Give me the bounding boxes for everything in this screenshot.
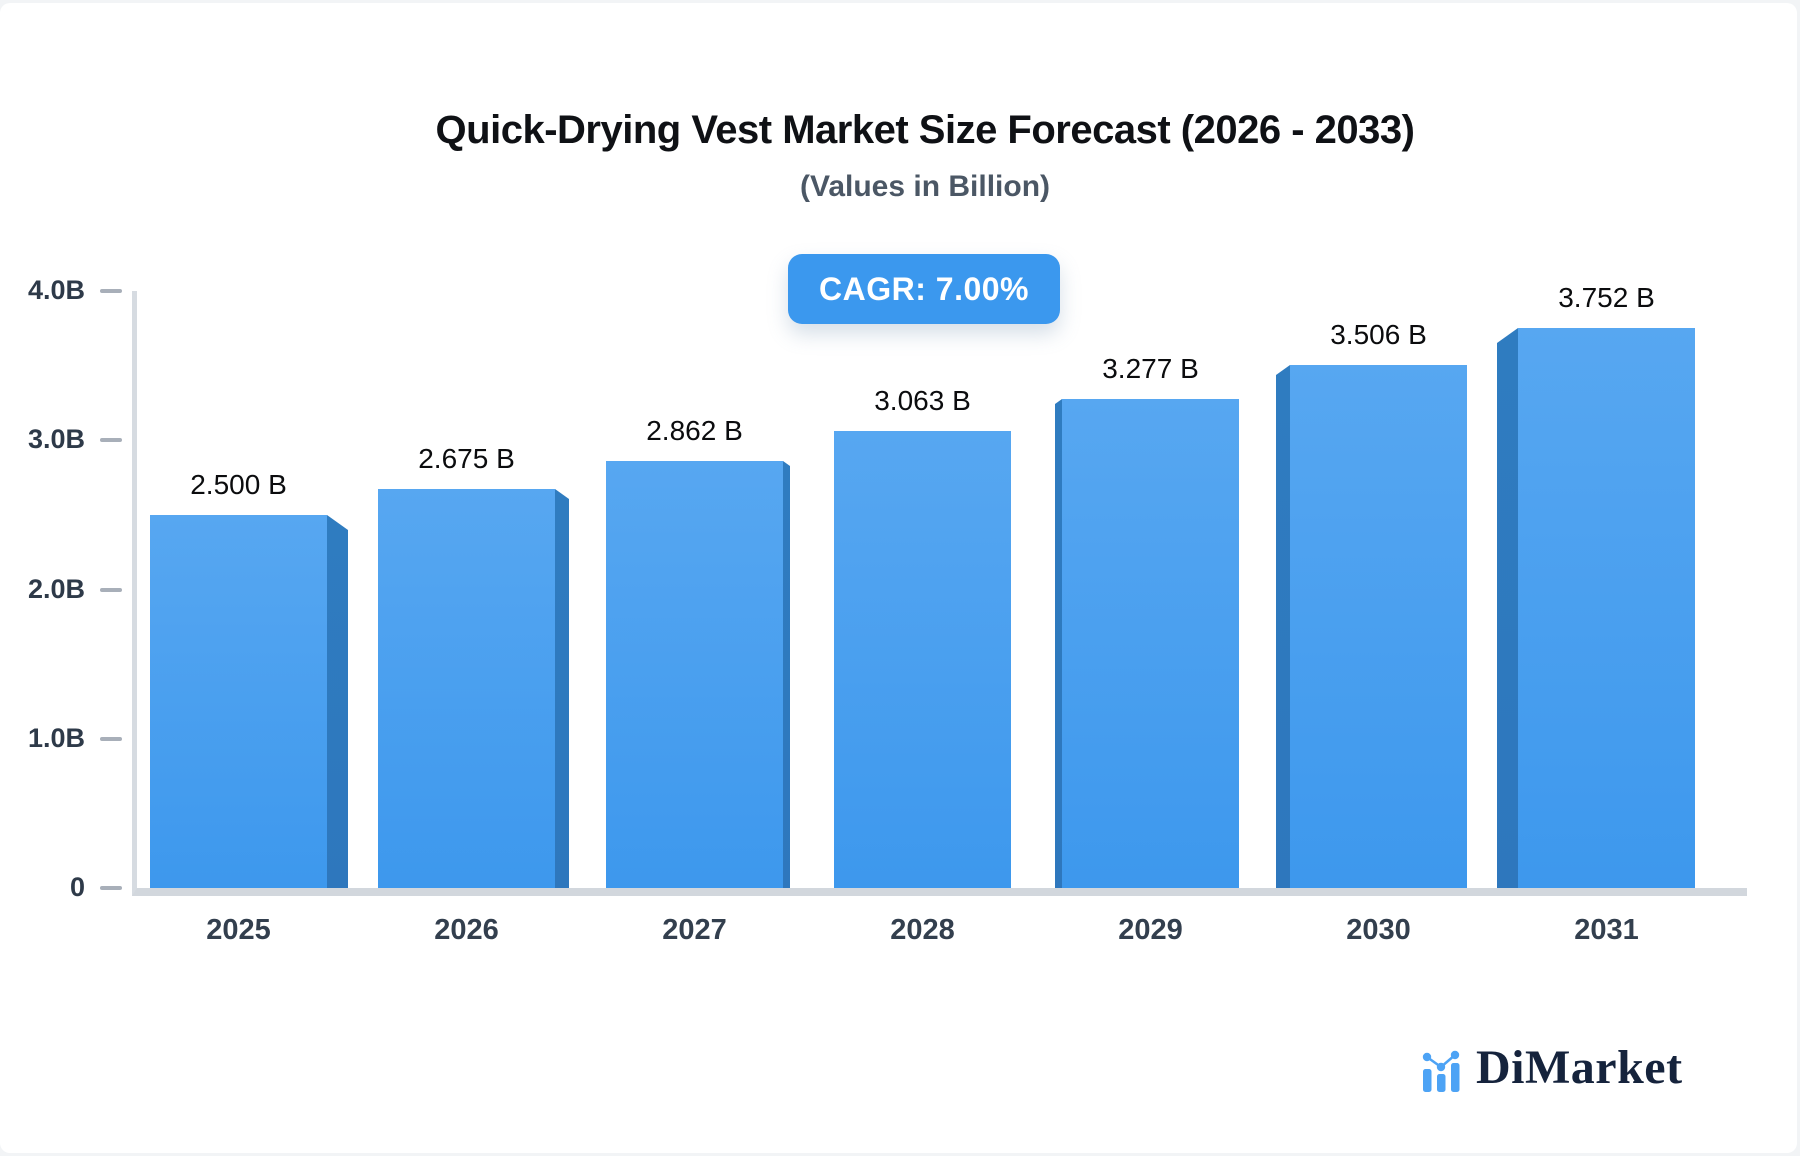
y-axis-tick-label: 4.0B <box>27 275 85 305</box>
y-axis-tick-label: 2.0B <box>27 573 85 604</box>
bar-value-label-2028: 3.063 B <box>874 385 971 416</box>
chart-subtitle: (Values in Billion) <box>799 170 1051 203</box>
cagr-badge: CAGR: 7.00% <box>788 254 1060 324</box>
y-axis-tick-label: 3.0B <box>27 424 85 455</box>
bar-side-face-2030 <box>1276 365 1290 888</box>
bar-value-label-2025: 2.500 B <box>190 469 287 500</box>
bar-value-label-2031: 3.752 B <box>1558 282 1655 313</box>
x-axis-label-2029: 2029 <box>1118 914 1183 946</box>
brand-name: DiMarket <box>1476 1041 1683 1094</box>
y-axis-tick <box>100 587 122 592</box>
bar-2025 <box>150 515 327 888</box>
plot-area: 4.0B 3.0B 2.0B 1.0B 0 2.500 B 2025 2.675 B 2026 2… <box>28 275 1747 946</box>
bar-2027 <box>606 461 783 888</box>
bar-value-label-2030: 3.506 B <box>1330 319 1427 350</box>
bar-value-label-2027: 2.862 B <box>646 415 743 446</box>
y-axis-tick <box>100 438 122 443</box>
brand-logo: DiMarket <box>1422 1040 1683 1095</box>
bar-side-face-2026 <box>555 489 569 888</box>
bar-value-label-2029: 3.277 B <box>1102 353 1199 384</box>
bar-2028 <box>834 431 1011 888</box>
bar-side-face-2025 <box>327 515 348 888</box>
x-axis-label-2026: 2026 <box>434 914 499 946</box>
bar-value-label-2026: 2.675 B <box>418 443 515 474</box>
bar-side-face-2031 <box>1497 328 1518 888</box>
y-axis-tick <box>100 736 122 741</box>
bar-2026 <box>378 489 555 888</box>
chart-title: Quick-Drying Vest Market Size Forecast (… <box>435 108 1415 152</box>
bar-2030 <box>1290 365 1467 888</box>
x-axis-label-2030: 2030 <box>1346 914 1411 946</box>
cagr-badge-label: CAGR: 7.00% <box>819 270 1029 307</box>
bar-chart-trend-icon <box>1422 1050 1460 1092</box>
y-axis-tick-label: 1.0B <box>27 722 85 753</box>
bar-2031 <box>1518 328 1695 888</box>
x-axis-label-2027: 2027 <box>662 914 727 946</box>
x-axis-label-2028: 2028 <box>890 914 955 946</box>
x-axis-label-2031: 2031 <box>1574 914 1639 946</box>
y-axis-tick <box>100 886 122 890</box>
y-axis-tick <box>100 289 122 293</box>
bar-side-face-2029 <box>1055 399 1062 888</box>
bar-side-face-2027 <box>783 461 790 888</box>
bar-2029 <box>1062 399 1239 888</box>
x-axis-label-2025: 2025 <box>206 914 271 946</box>
y-axis-tick-label: 0 <box>69 872 85 902</box>
